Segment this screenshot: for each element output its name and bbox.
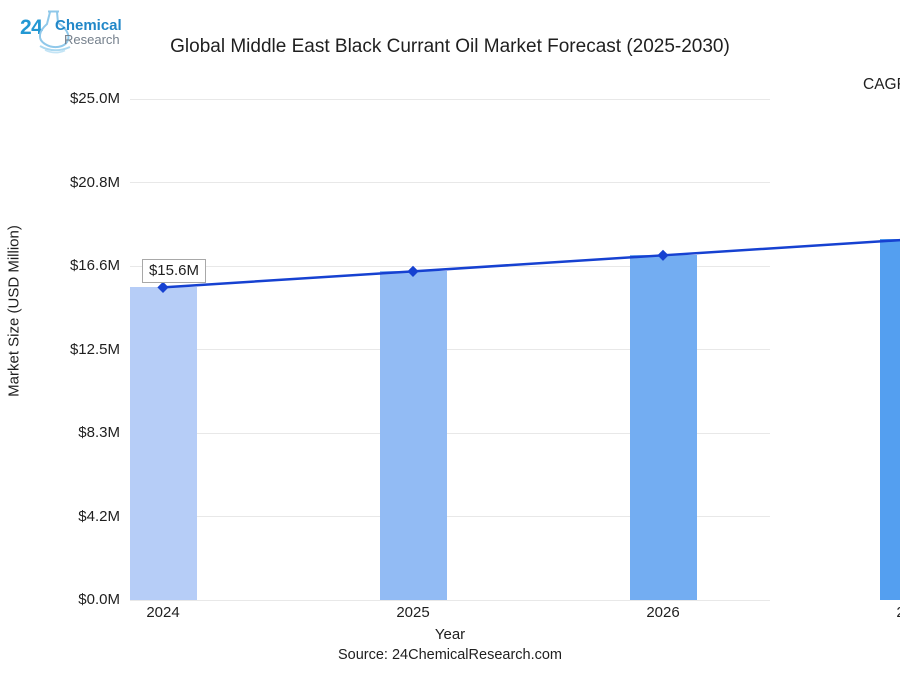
logo-research-text: Research bbox=[64, 32, 120, 47]
y-tick-label: $20.8M bbox=[69, 173, 120, 191]
gridline bbox=[130, 98, 770, 100]
flask-icon bbox=[39, 10, 71, 54]
logo-chemical-text: Chemical bbox=[55, 17, 122, 34]
x-tick-label: 2027 bbox=[896, 604, 900, 621]
x-tick-label: 2025 bbox=[396, 604, 430, 621]
y-tick-label: $8.3M bbox=[78, 424, 120, 441]
cagr-label: CAGR bbox=[863, 76, 900, 93]
data-label-box: $15.6M bbox=[142, 259, 206, 283]
x-tick-label: 2026 bbox=[646, 604, 680, 621]
y-tick-label: $25.0M bbox=[69, 90, 120, 107]
gridline bbox=[130, 516, 770, 517]
data-label-text: $15.6M bbox=[148, 262, 200, 279]
y-tick-label: $12.5M bbox=[69, 340, 120, 358]
logo: 24 Chemical Research bbox=[16, 8, 136, 56]
logo-24-text: 24 bbox=[20, 16, 43, 39]
gridline bbox=[130, 349, 770, 350]
trend-line bbox=[162, 238, 900, 289]
y-tick-label: $0.0M bbox=[78, 591, 120, 608]
y-tick-label: $4.2M bbox=[78, 507, 120, 525]
bar-2025 bbox=[379, 271, 447, 600]
bar-2027 bbox=[879, 239, 900, 600]
source-text: Source: 24ChemicalResearch.com bbox=[337, 647, 563, 663]
x-axis-title: Year bbox=[434, 626, 466, 643]
chart-title: Global Middle East Black Currant Oil Mar… bbox=[170, 36, 730, 57]
bar-2026 bbox=[629, 255, 697, 600]
y-axis-title: Market Size (USD Million) bbox=[5, 225, 23, 397]
x-tick-label: 2024 bbox=[146, 604, 180, 621]
gridline bbox=[130, 599, 770, 601]
y-tick-label: $16.6M bbox=[69, 257, 120, 274]
gridline bbox=[130, 182, 770, 183]
bar-2024 bbox=[129, 287, 197, 600]
gridline bbox=[130, 432, 770, 434]
